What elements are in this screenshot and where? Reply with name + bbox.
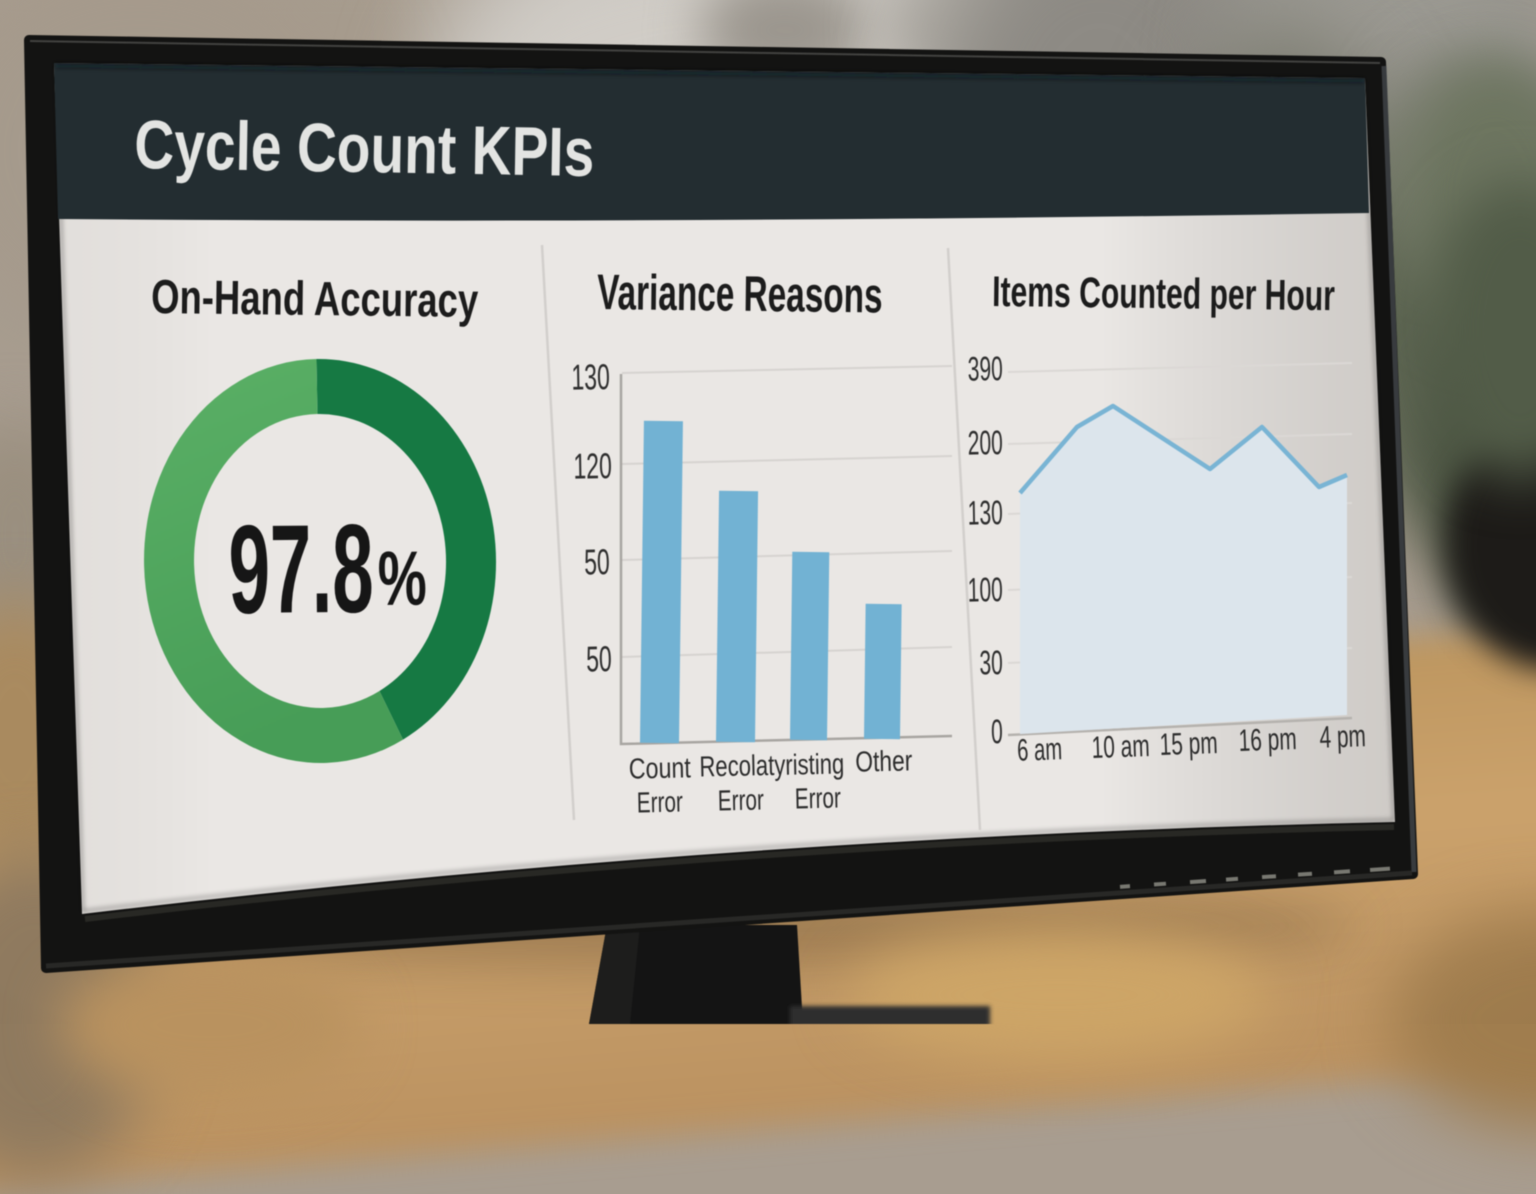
svg-text:50: 50 [586, 640, 612, 680]
svg-text:10 am: 10 am [1091, 728, 1150, 765]
svg-text:Count: Count [629, 751, 692, 785]
svg-text:6 am: 6 am [1017, 731, 1063, 768]
svg-text:4 pm: 4 pm [1319, 718, 1367, 755]
svg-text:Other: Other [855, 744, 913, 779]
svg-text:Variance Reasons: Variance Reasons [597, 265, 883, 324]
svg-text:Error: Error [718, 784, 765, 817]
svg-text:15 pm: 15 pm [1159, 725, 1218, 762]
svg-text:120: 120 [573, 447, 612, 487]
svg-text:On-Hand Accuracy: On-Hand Accuracy [151, 270, 479, 328]
svg-text:97.8: 97.8 [228, 497, 374, 639]
svg-text:100: 100 [967, 570, 1003, 609]
svg-text:130: 130 [967, 493, 1003, 532]
svg-text:30: 30 [979, 643, 1003, 682]
svg-text:Cycle Count KPIs: Cycle Count KPIs [134, 106, 595, 191]
svg-text:Items Counted per Hour: Items Counted per Hour [992, 267, 1335, 320]
svg-text:0: 0 [991, 712, 1003, 751]
svg-text:Error: Error [795, 782, 842, 815]
svg-text:390: 390 [967, 349, 1003, 388]
svg-text:Recolatyristing: Recolatyristing [699, 749, 844, 784]
svg-text:50: 50 [584, 543, 610, 583]
svg-text:16 pm: 16 pm [1238, 721, 1297, 758]
svg-text:200: 200 [967, 423, 1003, 462]
svg-text:Error: Error [637, 786, 684, 819]
svg-text:%: % [377, 536, 427, 623]
svg-text:130: 130 [571, 358, 610, 398]
